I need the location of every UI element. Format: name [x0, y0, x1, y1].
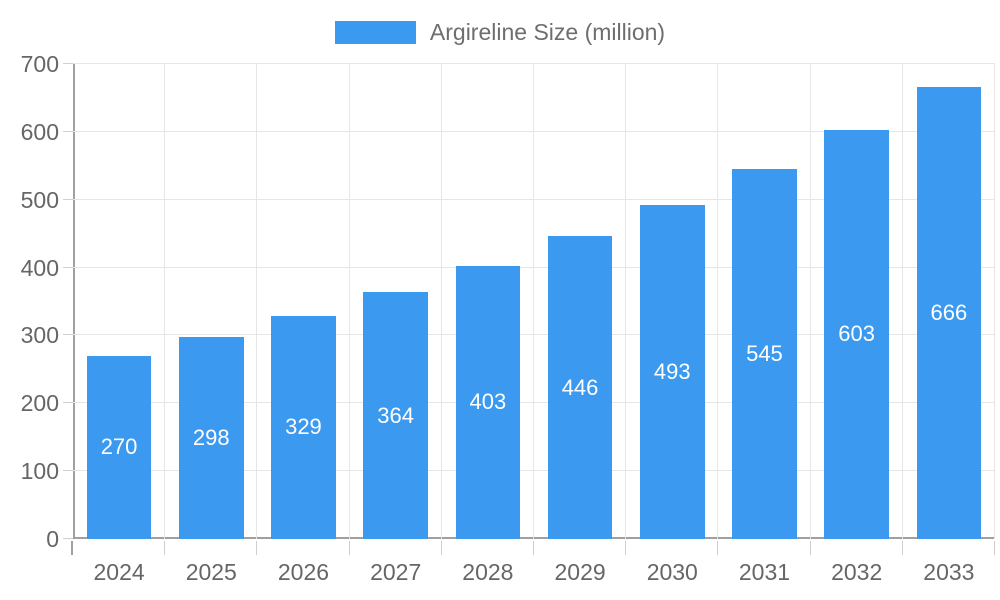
gridline-v — [256, 64, 258, 539]
x-axis-label: 2031 — [738, 559, 791, 585]
y-axis-label: 400 — [20, 254, 59, 281]
x-tick — [901, 541, 903, 555]
gridline-v — [809, 64, 811, 539]
bar: 666 — [916, 87, 982, 539]
gridline-v — [717, 64, 719, 539]
gridline-h — [73, 266, 995, 268]
x-axis-label: 2032 — [831, 559, 883, 585]
x-axis-label: 2027 — [370, 559, 422, 585]
y-tick — [63, 130, 73, 132]
gridline-h — [73, 63, 995, 64]
y-axis-label: 700 — [20, 51, 59, 77]
plot-area — [73, 64, 995, 539]
x-axis-label: 2025 — [185, 559, 237, 585]
bar: 493 — [640, 204, 705, 539]
y-axis-label: 300 — [20, 322, 59, 349]
gridline-h — [73, 198, 995, 200]
gridline-h — [73, 334, 995, 336]
x-tick — [256, 541, 258, 555]
x-tick — [440, 541, 442, 555]
y-tick — [63, 266, 73, 268]
bar-value-label: 329 — [285, 414, 322, 440]
x-axis-label: 2030 — [646, 559, 698, 585]
legend-swatch — [334, 20, 416, 44]
gridline-v — [994, 64, 995, 539]
x-axis-label: 2026 — [277, 559, 330, 585]
bar-value-label: 403 — [469, 389, 507, 415]
y-axis-label: 200 — [20, 390, 59, 417]
bar-value-label: 493 — [653, 358, 691, 384]
bar-value-label: 666 — [930, 300, 968, 326]
bar: 298 — [179, 336, 244, 539]
x-tick — [809, 541, 811, 555]
bar-value-label: 446 — [561, 374, 599, 400]
y-axis-label: 600 — [20, 118, 59, 145]
bar: 329 — [271, 315, 336, 540]
x-axis-label: 2028 — [462, 559, 514, 585]
x-tick — [994, 541, 995, 555]
bar-value-label: 545 — [746, 341, 783, 367]
gridline-h — [73, 402, 995, 404]
gridline-h — [73, 470, 995, 472]
y-tick — [63, 63, 73, 64]
x-axis-label: 2024 — [93, 559, 145, 585]
x-tick — [625, 541, 627, 555]
x-tick — [164, 541, 166, 555]
bar-value-label: 603 — [838, 321, 875, 347]
legend-label: Argireline Size (million) — [429, 19, 666, 45]
x-axis-label: 2033 — [923, 559, 975, 585]
bar: 446 — [547, 236, 613, 539]
x-tick — [71, 541, 73, 555]
bar: 603 — [824, 129, 889, 539]
gridline-v — [164, 64, 166, 539]
gridline-v — [440, 64, 442, 539]
y-tick — [63, 198, 73, 200]
gridline-h — [73, 130, 995, 132]
bar-value-label: 270 — [100, 434, 138, 460]
y-axis-label: 0 — [46, 526, 59, 552]
gridline-v — [533, 64, 534, 539]
gridline-v — [625, 64, 627, 539]
x-tick — [348, 541, 350, 555]
bar-value-label: 298 — [192, 424, 230, 450]
bar-value-label: 364 — [377, 402, 414, 428]
y-tick — [63, 470, 73, 472]
x-tick — [717, 541, 719, 555]
x-tick — [533, 541, 534, 555]
y-tick — [63, 334, 73, 336]
bar: 545 — [732, 169, 797, 539]
y-tick — [63, 402, 73, 404]
y-axis-label: 100 — [20, 458, 59, 485]
gridline-v — [348, 64, 350, 539]
bar: 364 — [363, 292, 428, 539]
gridline-v — [901, 64, 903, 539]
y-axis-label: 500 — [20, 186, 59, 213]
bar: 403 — [455, 265, 521, 539]
x-axis-label: 2029 — [554, 559, 606, 585]
legend[interactable]: Argireline Size (million) — [0, 17, 1000, 47]
bar: 270 — [86, 355, 152, 539]
y-tick — [63, 538, 73, 539]
